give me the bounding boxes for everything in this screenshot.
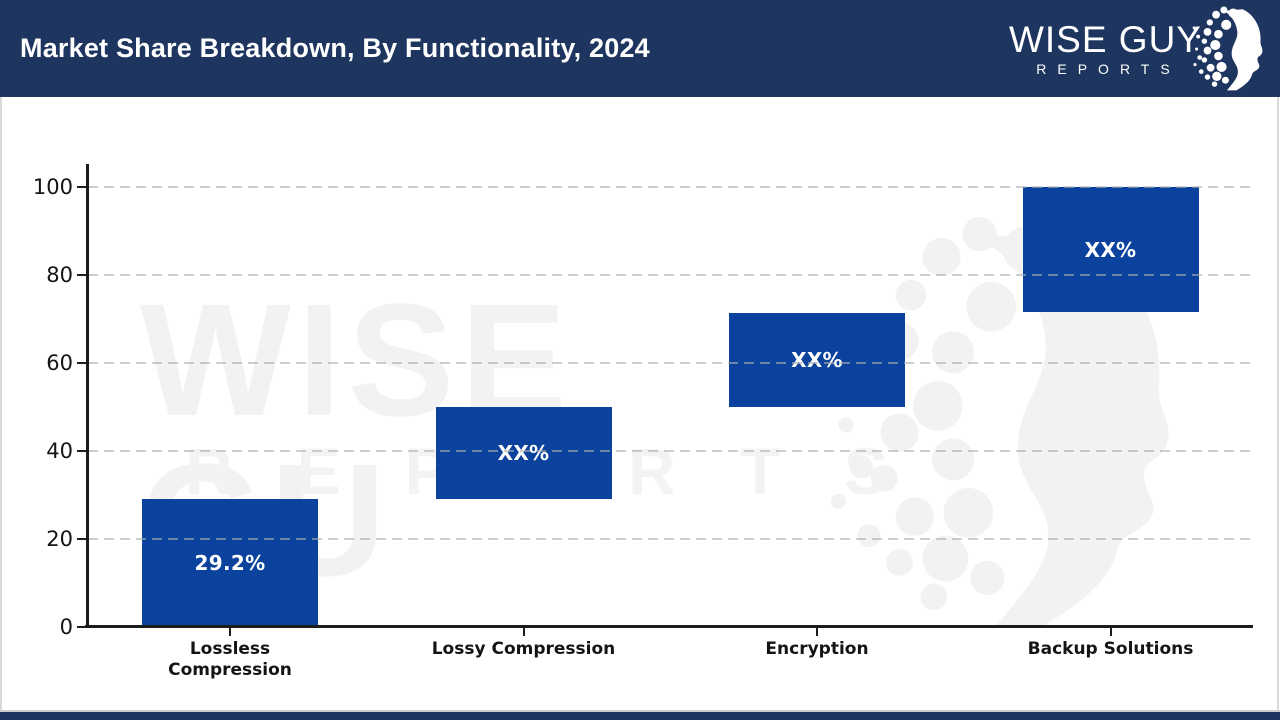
y-axis-tick-label: 40 <box>46 439 73 463</box>
y-axis-tick-label: 60 <box>46 351 73 375</box>
bar-value-label: XX% <box>1084 237 1137 262</box>
frame-border-bottom <box>0 710 1280 712</box>
bar-segment: XX% <box>435 407 612 499</box>
category-label: Lossless Compression <box>168 639 292 681</box>
gridline <box>88 274 1253 276</box>
logo-subtitle: REPORTS <box>1036 60 1181 77</box>
x-axis-tick <box>229 628 231 636</box>
logo-brand-name: WISE GUY <box>1008 18 1202 60</box>
gridline <box>88 538 1253 540</box>
bar-segment: XX% <box>1022 187 1199 313</box>
y-axis-tick <box>77 186 86 188</box>
gridline <box>88 362 1253 364</box>
frame-border-right <box>1277 97 1279 712</box>
gridline <box>88 450 1253 452</box>
y-axis-tick <box>77 362 86 364</box>
y-axis-tick <box>77 274 86 276</box>
wiseguy-logo: WISE GUY REPORTS <box>1009 6 1280 92</box>
bar-segment: XX% <box>729 312 905 408</box>
x-axis-tick <box>816 628 818 636</box>
bar-value-label: XX% <box>497 440 550 465</box>
y-axis-tick-label: 100 <box>32 175 73 199</box>
x-axis-tick <box>1109 628 1112 636</box>
logo-face-icon <box>1188 6 1266 92</box>
x-axis-spine <box>85 625 1253 628</box>
y-axis-tick-label: 80 <box>46 263 73 287</box>
y-axis-tick <box>77 538 86 540</box>
bar-value-label: 29.2% <box>194 550 266 575</box>
bar-value-label: XX% <box>791 348 843 373</box>
x-axis-tick <box>522 628 525 636</box>
frame-border-left <box>0 97 2 712</box>
category-label: Lossy Compression <box>431 639 616 659</box>
footer-strip <box>0 712 1280 720</box>
bar-segment: 29.2% <box>142 498 318 627</box>
logo-text: WISE GUY REPORTS <box>1009 21 1202 77</box>
y-axis-tick-label: 0 <box>59 615 73 639</box>
category-label: Encryption <box>765 639 869 659</box>
y-axis-tick-label: 20 <box>46 527 73 551</box>
y-axis-spine <box>86 164 89 628</box>
gridline <box>88 186 1253 188</box>
header-bar: Market Share Breakdown, By Functionality… <box>0 0 1280 97</box>
y-axis-tick <box>77 626 86 628</box>
y-axis-tick <box>77 450 86 452</box>
category-label: Backup Solutions <box>1027 639 1194 659</box>
page-title: Market Share Breakdown, By Functionality… <box>20 33 650 63</box>
